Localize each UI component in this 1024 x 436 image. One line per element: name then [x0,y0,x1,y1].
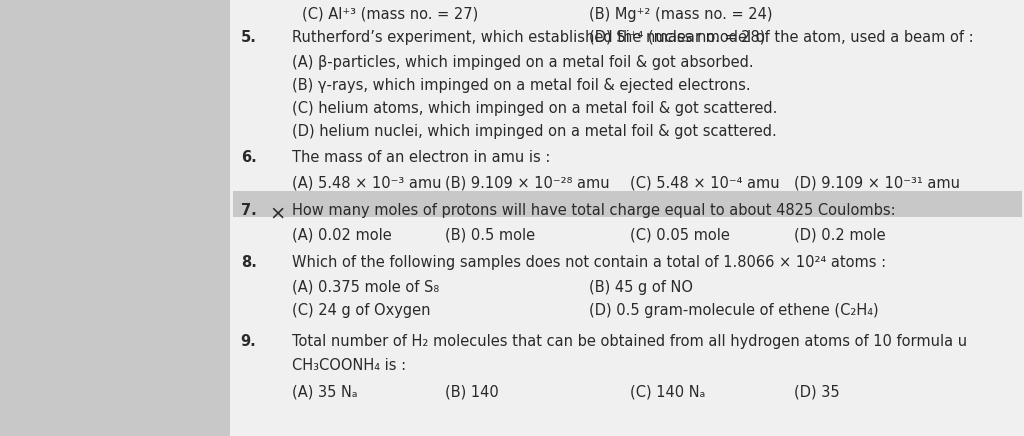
Bar [0,0,230,436]
Text: (D) 35: (D) 35 [794,385,840,399]
Text: How many moles of protons will have total charge equal to about 4825 Coulombs:: How many moles of protons will have tota… [292,203,895,218]
Text: (D) helium nuclei, which impinged on a metal foil & got scattered.: (D) helium nuclei, which impinged on a m… [292,124,776,139]
Text: Which of the following samples does not contain a total of 1.8066 × 10²⁴ atoms :: Which of the following samples does not … [292,255,886,270]
Text: CH₃COONH₄ is :: CH₃COONH₄ is : [292,358,406,373]
Text: 5.: 5. [241,30,257,44]
Text: (C) 24 g of Oxygen: (C) 24 g of Oxygen [292,303,430,318]
Text: Rutherford’s experiment, which established the nuclear model of the atom, used a: Rutherford’s experiment, which establish… [292,30,974,44]
Text: (B) Mg⁺² (mass no. = 24): (B) Mg⁺² (mass no. = 24) [589,7,772,21]
Text: (C) helium atoms, which impinged on a metal foil & got scattered.: (C) helium atoms, which impinged on a me… [292,101,777,116]
Text: (C) Al⁺³ (mass no. = 27): (C) Al⁺³ (mass no. = 27) [302,7,478,21]
Text: (A) β-particles, which impinged on a metal foil & got absorbed.: (A) β-particles, which impinged on a met… [292,54,754,69]
Bar [233,191,1022,217]
Text: ⨯: ⨯ [269,204,286,223]
Text: 7.: 7. [241,203,256,218]
Text: (C) 140 Nₐ: (C) 140 Nₐ [630,385,705,399]
Text: (B) 45 g of NO: (B) 45 g of NO [589,280,693,295]
Text: (A) 0.375 mole of S₈: (A) 0.375 mole of S₈ [292,280,439,295]
Text: (B) 9.109 × 10⁻²⁸ amu: (B) 9.109 × 10⁻²⁸ amu [445,175,610,190]
Bar [230,0,1024,436]
Text: (D) 0.2 mole: (D) 0.2 mole [794,228,885,242]
Text: (B) γ-rays, which impinged on a metal foil & ejected electrons.: (B) γ-rays, which impinged on a metal fo… [292,78,751,92]
Text: (D) Si⁺⁴ (mass no. = 28): (D) Si⁺⁴ (mass no. = 28) [589,30,765,44]
Text: Total number of H₂ molecules that can be obtained from all hydrogen atoms of 10 : Total number of H₂ molecules that can be… [292,334,967,348]
Text: (C) 5.48 × 10⁻⁴ amu: (C) 5.48 × 10⁻⁴ amu [630,175,779,190]
Text: (D) 9.109 × 10⁻³¹ amu: (D) 9.109 × 10⁻³¹ amu [794,175,959,190]
Text: The mass of an electron in amu is :: The mass of an electron in amu is : [292,150,550,165]
Text: 8.: 8. [241,255,257,270]
Text: (B) 0.5 mole: (B) 0.5 mole [445,228,536,242]
Text: (A) 5.48 × 10⁻³ amu: (A) 5.48 × 10⁻³ amu [292,175,441,190]
Text: 9.: 9. [241,334,256,348]
Text: (A) 35 Nₐ: (A) 35 Nₐ [292,385,357,399]
Text: (A) 0.02 mole: (A) 0.02 mole [292,228,391,242]
Text: (C) 0.05 mole: (C) 0.05 mole [630,228,730,242]
Text: (B) 140: (B) 140 [445,385,499,399]
Text: (D) 0.5 gram-molecule of ethene (C₂H₄): (D) 0.5 gram-molecule of ethene (C₂H₄) [589,303,879,318]
Text: 6.: 6. [241,150,256,165]
